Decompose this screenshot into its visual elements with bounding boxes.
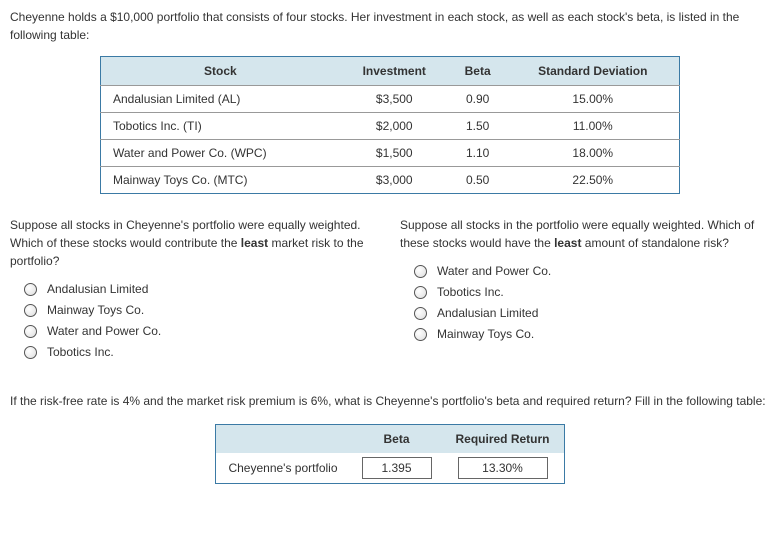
radio-icon[interactable] <box>24 283 37 296</box>
radio-icon[interactable] <box>24 346 37 359</box>
cell-beta: 1.10 <box>449 140 507 167</box>
radio-icon[interactable] <box>24 304 37 317</box>
radio-icon[interactable] <box>414 265 427 278</box>
q2-text: Suppose all stocks in the portfolio were… <box>400 216 770 252</box>
cell-stock: Water and Power Co. (WPC) <box>101 140 340 167</box>
q1-bold: least <box>241 236 268 250</box>
result-beta-cell: 1.395 <box>352 453 442 484</box>
col-header-beta: Beta <box>449 57 507 86</box>
result-table: Beta Required Return Cheyenne's portfoli… <box>215 424 564 484</box>
radio-icon[interactable] <box>24 325 37 338</box>
col-header-beta: Beta <box>352 425 442 454</box>
q2-bold: least <box>554 236 581 250</box>
result-table-container: Beta Required Return Cheyenne's portfoli… <box>10 424 770 484</box>
result-row-label: Cheyenne's portfolio <box>216 453 352 484</box>
table-row: Andalusian Limited (AL) $3,500 0.90 15.0… <box>101 86 680 113</box>
option-row[interactable]: Andalusian Limited <box>24 280 380 298</box>
cell-investment: $3,000 <box>340 167 449 194</box>
col-header-blank <box>216 425 352 454</box>
option-label: Water and Power Co. <box>437 262 551 280</box>
beta-input[interactable]: 1.395 <box>362 457 432 479</box>
option-label: Mainway Toys Co. <box>47 301 144 319</box>
option-label: Tobotics Inc. <box>437 283 504 301</box>
cell-stock: Mainway Toys Co. (MTC) <box>101 167 340 194</box>
cell-stddev: 11.00% <box>507 113 680 140</box>
table-row: Tobotics Inc. (TI) $2,000 1.50 11.00% <box>101 113 680 140</box>
stock-table: Stock Investment Beta Standard Deviation… <box>100 56 680 194</box>
intro-text: Cheyenne holds a $10,000 portfolio that … <box>10 8 770 44</box>
option-row[interactable]: Tobotics Inc. <box>414 283 770 301</box>
cell-investment: $1,500 <box>340 140 449 167</box>
col-header-required-return: Required Return <box>442 425 565 454</box>
option-label: Andalusian Limited <box>437 304 538 322</box>
cell-investment: $3,500 <box>340 86 449 113</box>
cell-stock: Tobotics Inc. (TI) <box>101 113 340 140</box>
q1-text: Suppose all stocks in Cheyenne's portfol… <box>10 216 380 270</box>
question-1: Suppose all stocks in Cheyenne's portfol… <box>10 216 380 364</box>
q1-options: Andalusian Limited Mainway Toys Co. Wate… <box>10 280 380 361</box>
cell-beta: 0.50 <box>449 167 507 194</box>
option-row[interactable]: Water and Power Co. <box>414 262 770 280</box>
radio-icon[interactable] <box>414 286 427 299</box>
option-label: Water and Power Co. <box>47 322 161 340</box>
cell-beta: 0.90 <box>449 86 507 113</box>
cell-stddev: 22.50% <box>507 167 680 194</box>
option-row[interactable]: Water and Power Co. <box>24 322 380 340</box>
option-row[interactable]: Andalusian Limited <box>414 304 770 322</box>
col-header-investment: Investment <box>340 57 449 86</box>
option-row[interactable]: Tobotics Inc. <box>24 343 380 361</box>
table-row: Water and Power Co. (WPC) $1,500 1.10 18… <box>101 140 680 167</box>
option-label: Andalusian Limited <box>47 280 148 298</box>
table-row: Mainway Toys Co. (MTC) $3,000 0.50 22.50… <box>101 167 680 194</box>
q2-options: Water and Power Co. Tobotics Inc. Andalu… <box>400 262 770 343</box>
q3-text: If the risk-free rate is 4% and the mark… <box>10 392 770 410</box>
col-header-stddev: Standard Deviation <box>507 57 680 86</box>
cell-stddev: 18.00% <box>507 140 680 167</box>
cell-investment: $2,000 <box>340 113 449 140</box>
result-required-return-cell: 13.30% <box>442 453 565 484</box>
option-row[interactable]: Mainway Toys Co. <box>414 325 770 343</box>
stock-table-container: Stock Investment Beta Standard Deviation… <box>10 56 770 194</box>
radio-icon[interactable] <box>414 307 427 320</box>
col-header-stock: Stock <box>101 57 340 86</box>
cell-stddev: 15.00% <box>507 86 680 113</box>
radio-icon[interactable] <box>414 328 427 341</box>
required-return-input[interactable]: 13.30% <box>458 457 548 479</box>
cell-stock: Andalusian Limited (AL) <box>101 86 340 113</box>
result-row: Cheyenne's portfolio 1.395 13.30% <box>216 453 564 484</box>
option-label: Mainway Toys Co. <box>437 325 534 343</box>
option-label: Tobotics Inc. <box>47 343 114 361</box>
q2-post: amount of standalone risk? <box>581 236 728 250</box>
cell-beta: 1.50 <box>449 113 507 140</box>
option-row[interactable]: Mainway Toys Co. <box>24 301 380 319</box>
question-2: Suppose all stocks in the portfolio were… <box>400 216 770 364</box>
